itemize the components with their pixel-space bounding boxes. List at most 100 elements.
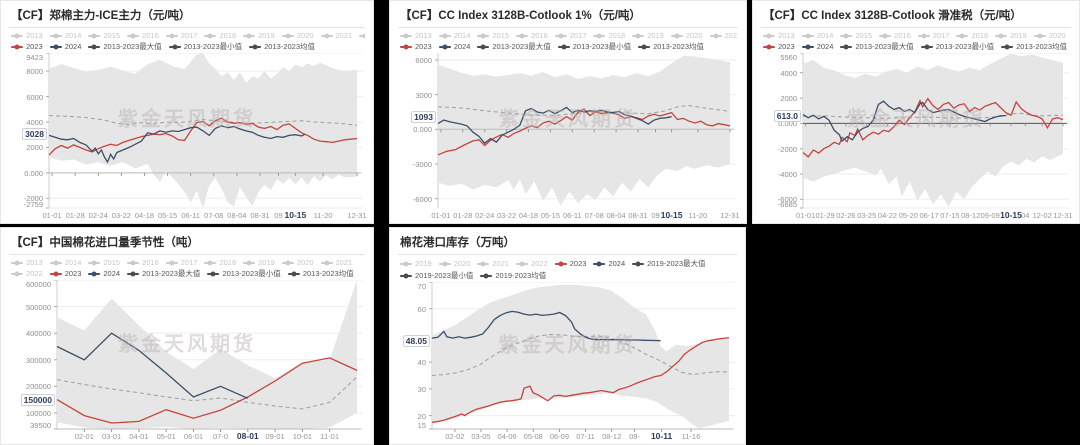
legend-item-2016[interactable]: 2016 (879, 31, 911, 40)
y-tick-label: 39500 (30, 421, 51, 430)
legend-line-dot-icon (840, 34, 853, 37)
legend-item-2024[interactable]: 2024 (88, 269, 120, 278)
legend-label: 2017 (180, 258, 198, 267)
legend-item-2024[interactable]: 2024 (801, 42, 833, 51)
legend-item-2013-2023最大值[interactable]: 2013-2023最大值 (88, 41, 162, 52)
chart-canvas (800, 53, 1069, 209)
legend-label: 2023 (415, 42, 432, 51)
legend-line-dot-icon (480, 274, 493, 277)
legend-item-2013-2023最大值[interactable]: 2013-2023最大值 (840, 41, 914, 52)
legend-item-2017[interactable]: 2017 (165, 258, 198, 267)
legend-item-2013[interactable]: 2013 (400, 31, 432, 40)
x-tick-label: 03-22 (497, 211, 517, 220)
x-tick-label: 09- (629, 432, 640, 441)
series-2013-2023均值-line (802, 112, 1064, 119)
legend-item-2013-2023最小值[interactable]: 2013-2023最小值 (920, 41, 994, 52)
legend-item-2013-2023均值[interactable]: 2013-2023均值 (287, 268, 354, 279)
legend-item-2022[interactable]: 2022 (359, 31, 365, 40)
x-tick-label: 02-26 (836, 211, 856, 220)
legend-item-2013-2023均值[interactable]: 2013-2023均值 (1001, 41, 1067, 52)
legend-item-2015[interactable]: 2015 (88, 258, 120, 267)
x-tick-label: 02-24 (88, 211, 108, 220)
x-tick-label: 08-12 (961, 211, 981, 220)
legend-line-dot-icon (516, 34, 529, 37)
x-tick-label: 07-15 (940, 211, 960, 220)
legend-item-2021[interactable]: 2021 (320, 258, 352, 267)
legend-item-2018[interactable]: 2018 (956, 31, 988, 40)
legend-item-2023[interactable]: 2023 (11, 42, 43, 51)
legend-item-2013-2023最小值[interactable]: 2013-2023最小值 (557, 41, 631, 52)
legend-line-dot-icon (88, 261, 101, 264)
legend-item-2013[interactable]: 2013 (763, 31, 795, 40)
legend-line-dot-icon (879, 34, 892, 37)
legend-item-2015[interactable]: 2015 (477, 31, 509, 40)
legend-label: 2013-2023最大值 (142, 269, 201, 278)
legend-item-2013[interactable]: 2013 (11, 258, 43, 267)
legend-label: 2023 (569, 259, 587, 268)
legend-item-2023[interactable]: 2023 (554, 259, 587, 268)
legend-item-2018[interactable]: 2018 (204, 31, 236, 40)
x-tick-label: 06-11 (562, 211, 582, 220)
legend-item-2019[interactable]: 2019 (995, 31, 1027, 40)
legend-item-2019-2023最小值[interactable]: 2019-2023最小值 (400, 270, 473, 281)
legend-item-2013-2023均值[interactable]: 2013-2023均值 (638, 41, 704, 52)
legend-item-2018[interactable]: 2018 (204, 258, 236, 267)
legend-item-2019[interactable]: 2019 (400, 259, 432, 268)
legend-item-2014[interactable]: 2014 (49, 258, 81, 267)
legend-item-2014[interactable]: 2014 (49, 31, 81, 40)
legend-label: 2020 (453, 259, 471, 268)
legend-item-2020[interactable]: 2020 (670, 31, 703, 40)
legend-item-2023[interactable]: 2023 (49, 269, 81, 278)
legend-item-2016[interactable]: 2016 (127, 258, 159, 267)
x-tick-label: 06-09 (549, 432, 569, 441)
x-tick-label: 02-01 (74, 432, 94, 441)
legend-item-2017[interactable]: 2017 (917, 31, 949, 40)
legend-item-2021[interactable]: 2021 (709, 31, 738, 40)
legend-item-2013-2023最小值[interactable]: 2013-2023最小值 (207, 268, 281, 279)
legend-item-2023[interactable]: 2023 (763, 42, 795, 51)
legend-item-2020[interactable]: 2020 (281, 31, 314, 40)
legend-item-2024[interactable]: 2024 (593, 259, 625, 268)
x-tick-label: 07-08 (204, 211, 224, 220)
legend-item-2019-2023最大值[interactable]: 2019-2023最大值 (632, 258, 706, 269)
legend-item-2019-2023均值[interactable]: 2019-2023均值 (480, 270, 546, 281)
legend-item-2020[interactable]: 2020 (1033, 31, 1066, 40)
legend-item-2024[interactable]: 2024 (438, 42, 470, 51)
legend-item-2013-2023最大值[interactable]: 2013-2023最大值 (477, 41, 551, 52)
x-tick-label: 01-29 (815, 211, 835, 220)
legend-item-2015[interactable]: 2015 (840, 31, 872, 40)
legend-item-2015[interactable]: 2015 (88, 31, 120, 40)
legend-item-2013-2023最小值[interactable]: 2013-2023最小值 (168, 41, 242, 52)
legend-item-2022[interactable]: 2022 (11, 269, 43, 278)
legend-item-2019[interactable]: 2019 (243, 31, 275, 40)
legend-item-2021[interactable]: 2021 (477, 259, 509, 268)
legend-item-2016[interactable]: 2016 (127, 31, 159, 40)
legend-line-dot-icon (49, 45, 62, 48)
legend-item-2018[interactable]: 2018 (593, 31, 625, 40)
legend-item-2023[interactable]: 2023 (400, 42, 432, 51)
legend-item-2022[interactable]: 2022 (516, 259, 548, 268)
legend-item-2017[interactable]: 2017 (554, 31, 586, 40)
legend-item-2019[interactable]: 2019 (243, 258, 275, 267)
legend-item-2019[interactable]: 2019 (632, 31, 664, 40)
legend-line-dot-icon (477, 34, 490, 37)
legend-item-2020[interactable]: 2020 (281, 258, 314, 267)
legend-label: 2023 (26, 42, 43, 51)
x-tick-label: 11-16 (681, 432, 701, 441)
legend-item-2013-2023均值[interactable]: 2013-2023均值 (249, 41, 315, 52)
series-2023-line (56, 357, 358, 424)
current-value-label: 3028 (22, 128, 47, 141)
legend-item-2014[interactable]: 2014 (801, 31, 833, 40)
legend-line-dot-icon (88, 272, 101, 275)
legend-item-2024[interactable]: 2024 (49, 42, 81, 51)
legend-item-2013-2023最大值[interactable]: 2013-2023最大值 (127, 268, 200, 279)
legend-item-2021[interactable]: 2021 (320, 31, 352, 40)
series-2023-line (431, 336, 730, 423)
legend-item-2016[interactable]: 2016 (516, 31, 548, 40)
legend-item-2020[interactable]: 2020 (438, 259, 471, 268)
legend-item-2013[interactable]: 2013 (11, 31, 43, 40)
legend-line-dot-icon (249, 45, 262, 48)
legend-item-2014[interactable]: 2014 (438, 31, 470, 40)
x-tick-label: 09-01 (265, 432, 285, 441)
legend-item-2017[interactable]: 2017 (165, 31, 197, 40)
